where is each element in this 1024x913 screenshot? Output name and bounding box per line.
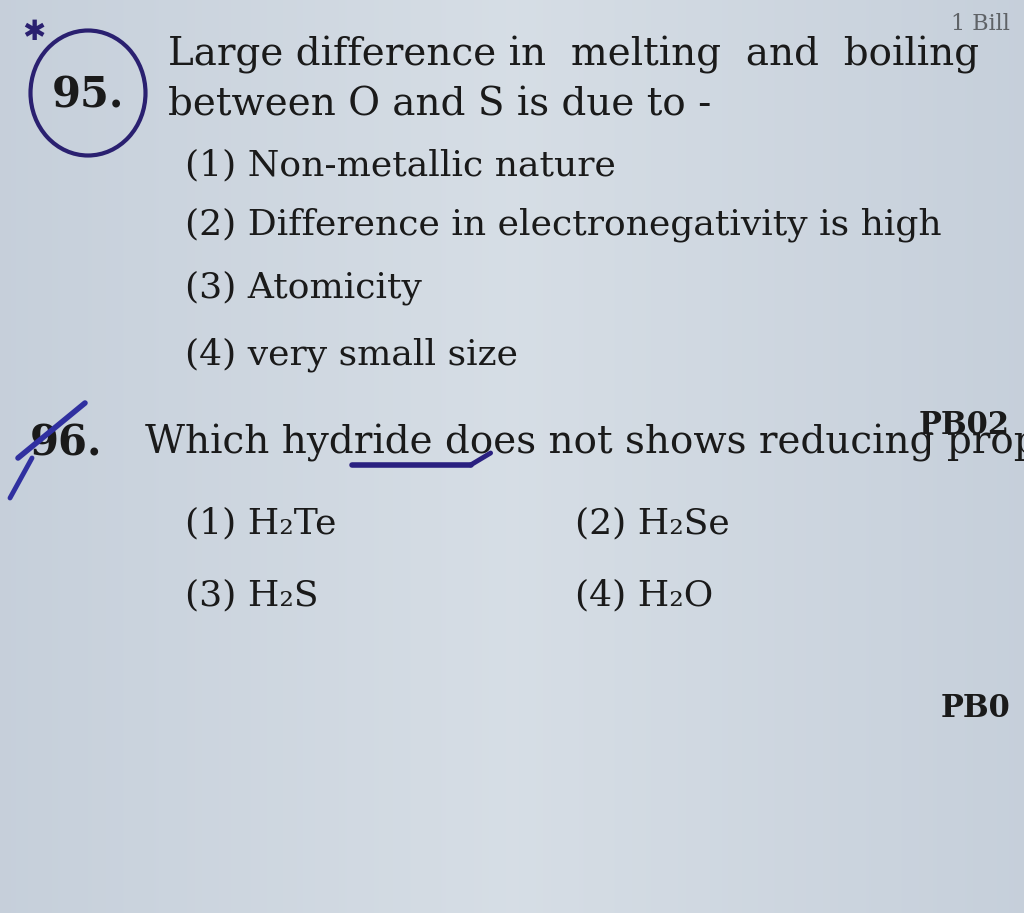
Text: (1) Non-metallic nature: (1) Non-metallic nature	[185, 148, 615, 182]
Text: 95.: 95.	[52, 74, 124, 116]
Text: PB02: PB02	[919, 410, 1010, 440]
Text: 1 Bill: 1 Bill	[951, 13, 1010, 35]
Text: (2) Difference in electronegativity is high: (2) Difference in electronegativity is h…	[185, 208, 942, 242]
Text: (3) H₂S: (3) H₂S	[185, 578, 318, 612]
Text: (1) H₂Te: (1) H₂Te	[185, 506, 337, 540]
Text: between O and S is due to -: between O and S is due to -	[168, 87, 712, 123]
Text: PB0: PB0	[940, 692, 1010, 723]
Text: Large difference in  melting  and  boiling: Large difference in melting and boiling	[168, 36, 979, 74]
Text: ✱: ✱	[22, 18, 45, 46]
Text: (4) very small size: (4) very small size	[185, 338, 518, 373]
Text: (2) H₂Se: (2) H₂Se	[575, 506, 730, 540]
Text: (4) H₂O: (4) H₂O	[575, 578, 714, 612]
Text: (3) Atomicity: (3) Atomicity	[185, 271, 422, 305]
Text: 96.: 96.	[30, 422, 102, 464]
Text: Which hydride does not shows reducing prop: Which hydride does not shows reducing pr…	[145, 424, 1024, 462]
